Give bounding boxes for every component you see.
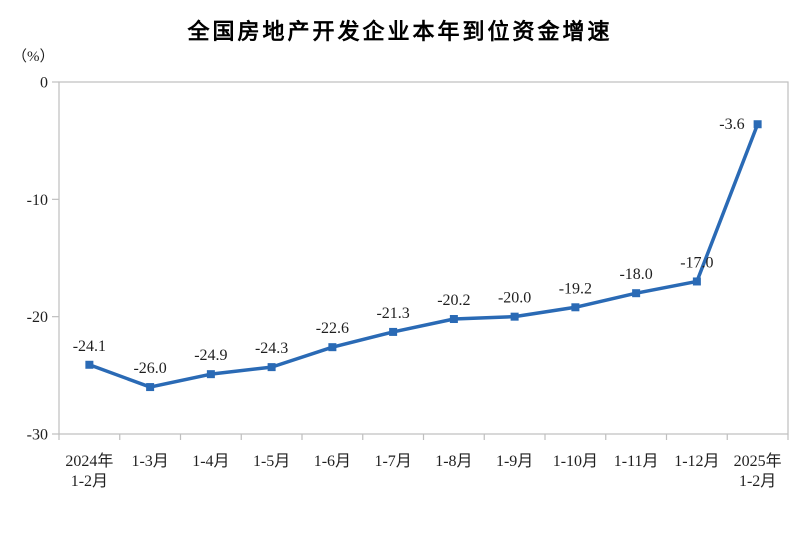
x-tick-label: 1-7月 — [374, 453, 411, 470]
data-label: -22.6 — [316, 320, 349, 337]
data-label: -20.0 — [498, 290, 531, 307]
data-point-marker — [146, 383, 155, 392]
y-axis-unit-label: （%） — [12, 49, 55, 65]
y-tick-label: 0 — [40, 75, 48, 92]
x-tick-label: 1-11月 — [614, 453, 659, 470]
data-label: -19.2 — [559, 280, 592, 297]
data-label: -3.6 — [719, 116, 744, 133]
x-tick-label: 1-4月 — [192, 453, 229, 470]
data-point-marker — [206, 370, 215, 379]
y-tick-label: -10 — [27, 192, 48, 209]
data-label: -24.9 — [194, 347, 227, 364]
data-label: -26.0 — [133, 360, 166, 377]
data-point-marker — [571, 303, 580, 312]
data-point-marker — [449, 315, 458, 324]
data-label: -20.2 — [437, 292, 470, 309]
data-label: -21.3 — [376, 305, 409, 322]
x-tick-label: 1-6月 — [314, 453, 351, 470]
data-point-marker — [267, 363, 276, 372]
x-tick-label: 1-10月 — [553, 453, 598, 470]
data-label: -24.3 — [255, 340, 288, 357]
plot-border — [58, 81, 789, 435]
chart-title: 全国房地产开发企业本年到位资金增速 — [187, 19, 613, 44]
data-label: -24.1 — [73, 338, 106, 355]
data-point-marker — [632, 289, 641, 298]
x-tick-label: 1-8月 — [435, 453, 472, 470]
x-tick-label: 2024年 1-2月 — [65, 452, 113, 490]
data-point-marker — [692, 277, 701, 286]
data-point-marker — [510, 312, 519, 321]
x-tick-label: 2025年 1-2月 — [734, 452, 782, 490]
x-tick-label: 1-5月 — [253, 453, 290, 470]
y-tick-label: -30 — [27, 427, 48, 444]
data-label: -17.0 — [680, 254, 713, 271]
y-tick-label: -20 — [27, 309, 48, 326]
x-tick-label: 1-12月 — [674, 453, 719, 470]
data-point-marker — [328, 343, 337, 352]
series-line — [87, 122, 760, 389]
data-point-marker — [85, 360, 94, 369]
x-tick-label: 1-9月 — [496, 453, 533, 470]
data-point-marker — [389, 327, 398, 336]
x-tick-label: 1-3月 — [131, 453, 168, 470]
data-point-marker — [753, 120, 762, 129]
data-label: -18.0 — [619, 266, 652, 283]
